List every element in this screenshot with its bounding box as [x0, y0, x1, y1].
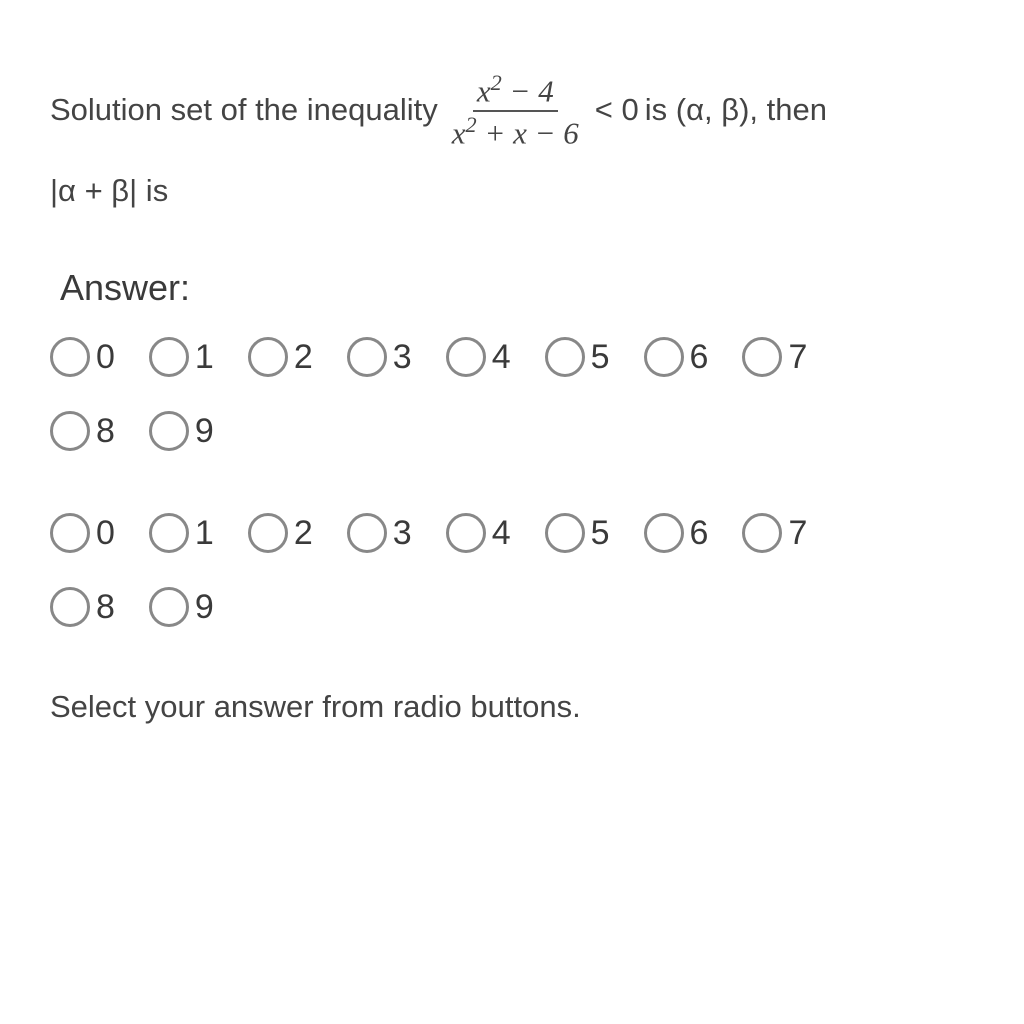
- instruction-text: Select your answer from radio buttons.: [50, 689, 974, 725]
- option-label: 3: [393, 338, 412, 377]
- radio-icon: [149, 337, 189, 377]
- radio-icon: [742, 337, 782, 377]
- radio-icon: [248, 337, 288, 377]
- fraction-numerator: x2 − 4: [473, 70, 558, 112]
- radio-icon: [545, 337, 585, 377]
- fraction-denominator: x2 + x − 6: [448, 112, 583, 152]
- radio-icon: [742, 513, 782, 553]
- option-8[interactable]: 8: [50, 587, 115, 627]
- option-5[interactable]: 5: [545, 337, 610, 377]
- radio-icon: [644, 337, 684, 377]
- option-label: 9: [195, 412, 214, 451]
- option-0[interactable]: 0: [50, 513, 115, 553]
- fraction: x2 − 4 x2 + x − 6: [448, 70, 583, 151]
- option-label: 5: [591, 338, 610, 377]
- option-group-1: 0 1 2 3 4 5 6 7 8 9: [50, 337, 974, 451]
- option-9[interactable]: 9: [149, 587, 214, 627]
- option-3[interactable]: 3: [347, 337, 412, 377]
- question-line-1: Solution set of the inequality x2 − 4 x2…: [50, 70, 974, 151]
- question-line-2: |α + β| is: [50, 167, 974, 215]
- option-2[interactable]: 2: [248, 513, 313, 553]
- option-label: 7: [788, 514, 807, 553]
- radio-icon: [149, 587, 189, 627]
- option-label: 1: [195, 338, 214, 377]
- option-4[interactable]: 4: [446, 513, 511, 553]
- option-label: 8: [96, 588, 115, 627]
- option-7[interactable]: 7: [742, 513, 807, 553]
- question-container: Solution set of the inequality x2 − 4 x2…: [0, 0, 1024, 725]
- radio-icon: [347, 513, 387, 553]
- option-1[interactable]: 1: [149, 513, 214, 553]
- option-group-2: 0 1 2 3 4 5 6 7 8 9: [50, 513, 974, 627]
- option-label: 4: [492, 514, 511, 553]
- option-row: 0 1 2 3 4 5 6 7 8 9: [50, 337, 870, 451]
- option-4[interactable]: 4: [446, 337, 511, 377]
- option-1[interactable]: 1: [149, 337, 214, 377]
- option-label: 6: [690, 338, 709, 377]
- option-label: 5: [591, 514, 610, 553]
- option-label: 2: [294, 338, 313, 377]
- option-5[interactable]: 5: [545, 513, 610, 553]
- radio-icon: [50, 513, 90, 553]
- option-label: 7: [788, 338, 807, 377]
- option-7[interactable]: 7: [742, 337, 807, 377]
- radio-icon: [50, 411, 90, 451]
- option-9[interactable]: 9: [149, 411, 214, 451]
- option-2[interactable]: 2: [248, 337, 313, 377]
- option-label: 4: [492, 338, 511, 377]
- radio-icon: [347, 337, 387, 377]
- radio-icon: [644, 513, 684, 553]
- answer-label: Answer:: [60, 267, 974, 309]
- option-label: 6: [690, 514, 709, 553]
- question-suffix: is (α, β), then: [645, 86, 827, 134]
- option-label: 9: [195, 588, 214, 627]
- question-prefix: Solution set of the inequality: [50, 86, 438, 134]
- option-6[interactable]: 6: [644, 337, 709, 377]
- radio-icon: [446, 337, 486, 377]
- option-label: 2: [294, 514, 313, 553]
- radio-icon: [446, 513, 486, 553]
- option-8[interactable]: 8: [50, 411, 115, 451]
- option-label: 8: [96, 412, 115, 451]
- radio-icon: [149, 411, 189, 451]
- option-label: 1: [195, 514, 214, 553]
- question-text: Solution set of the inequality x2 − 4 x2…: [50, 70, 974, 215]
- comparator: < 0: [595, 86, 639, 134]
- option-3[interactable]: 3: [347, 513, 412, 553]
- radio-icon: [50, 337, 90, 377]
- radio-icon: [545, 513, 585, 553]
- option-label: 3: [393, 514, 412, 553]
- option-0[interactable]: 0: [50, 337, 115, 377]
- option-label: 0: [96, 338, 115, 377]
- option-row: 0 1 2 3 4 5 6 7 8 9: [50, 513, 870, 627]
- option-6[interactable]: 6: [644, 513, 709, 553]
- option-label: 0: [96, 514, 115, 553]
- radio-icon: [50, 587, 90, 627]
- radio-icon: [149, 513, 189, 553]
- radio-icon: [248, 513, 288, 553]
